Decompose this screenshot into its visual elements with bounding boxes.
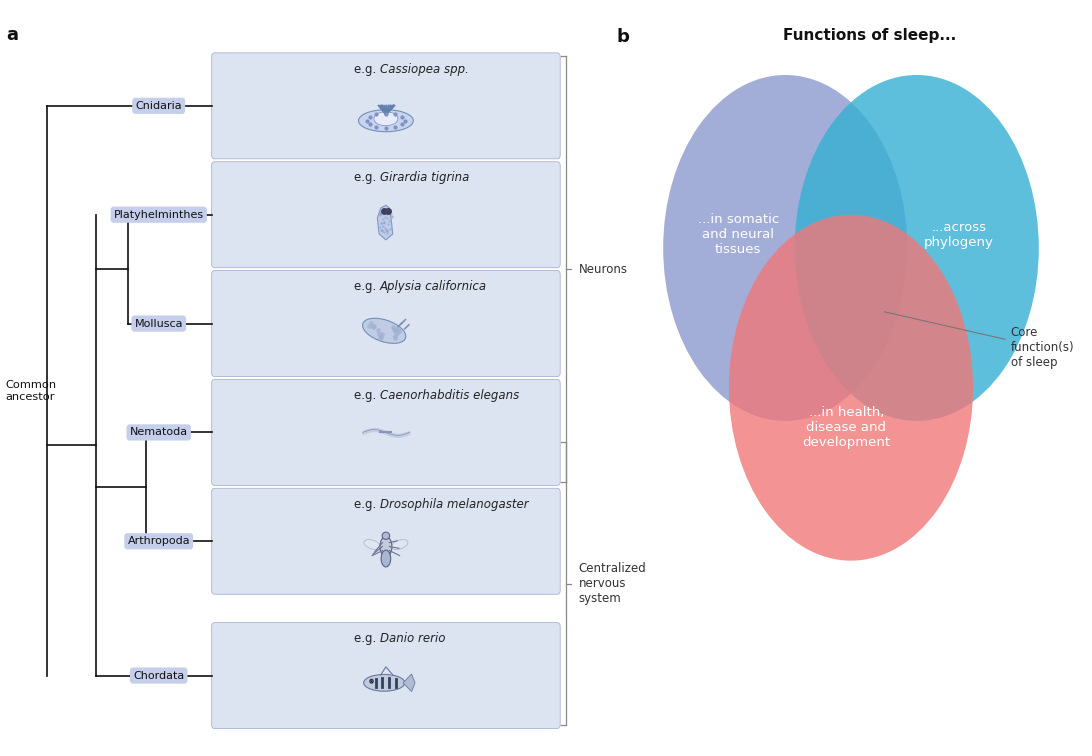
Text: ...across
phylogeny: ...across phylogeny <box>924 221 994 249</box>
Text: e.g.: e.g. <box>354 389 380 402</box>
Ellipse shape <box>729 215 973 561</box>
Text: Girardia tigrina: Girardia tigrina <box>380 172 470 184</box>
Text: b: b <box>616 29 629 46</box>
Text: Cassiopea spp.: Cassiopea spp. <box>380 63 468 76</box>
Text: Cnidaria: Cnidaria <box>135 101 182 111</box>
Ellipse shape <box>663 75 907 421</box>
Text: e.g.: e.g. <box>354 172 380 184</box>
Ellipse shape <box>380 537 392 556</box>
Text: e.g.: e.g. <box>354 632 380 645</box>
FancyBboxPatch shape <box>212 380 560 485</box>
Ellipse shape <box>358 110 413 132</box>
Ellipse shape <box>363 318 406 343</box>
Ellipse shape <box>382 532 390 539</box>
Ellipse shape <box>795 75 1038 421</box>
Text: a: a <box>7 26 19 44</box>
Text: Common
ancestor: Common ancestor <box>5 380 56 401</box>
FancyBboxPatch shape <box>212 271 560 376</box>
Text: Nematoda: Nematoda <box>130 427 188 438</box>
FancyBboxPatch shape <box>212 623 560 729</box>
FancyBboxPatch shape <box>212 162 560 268</box>
Text: e.g.: e.g. <box>354 63 380 76</box>
Text: e.g.: e.g. <box>354 280 380 293</box>
Text: ...in somatic
and neural
tissues: ...in somatic and neural tissues <box>698 213 779 256</box>
Ellipse shape <box>381 550 391 567</box>
PathPatch shape <box>378 205 393 240</box>
Ellipse shape <box>364 540 380 550</box>
FancyBboxPatch shape <box>212 53 560 159</box>
Text: Core
function(s)
of sleep: Core function(s) of sleep <box>885 311 1075 369</box>
Ellipse shape <box>364 674 405 691</box>
Text: ...in health,
disease and
development: ...in health, disease and development <box>803 406 890 449</box>
Text: Mollusca: Mollusca <box>134 318 183 329</box>
FancyBboxPatch shape <box>212 488 560 594</box>
Text: Arthropoda: Arthropoda <box>128 536 190 547</box>
Text: Danio rerio: Danio rerio <box>380 632 446 645</box>
Text: e.g.: e.g. <box>354 498 380 511</box>
Text: Chordata: Chordata <box>133 671 185 680</box>
Text: Functions of sleep...: Functions of sleep... <box>783 29 957 43</box>
Ellipse shape <box>370 680 372 682</box>
Text: Neurons: Neurons <box>579 262 628 276</box>
Text: Drosophila melanogaster: Drosophila melanogaster <box>380 498 529 511</box>
PathPatch shape <box>403 674 415 692</box>
Text: Caenorhabditis elegans: Caenorhabditis elegans <box>380 389 519 402</box>
Ellipse shape <box>373 112 397 125</box>
Text: Aplysia californica: Aplysia californica <box>380 280 487 293</box>
Text: Centralized
nervous
system: Centralized nervous system <box>579 562 646 605</box>
Text: Platyhelminthes: Platyhelminthes <box>114 209 204 220</box>
Ellipse shape <box>391 540 408 550</box>
Ellipse shape <box>370 680 373 683</box>
